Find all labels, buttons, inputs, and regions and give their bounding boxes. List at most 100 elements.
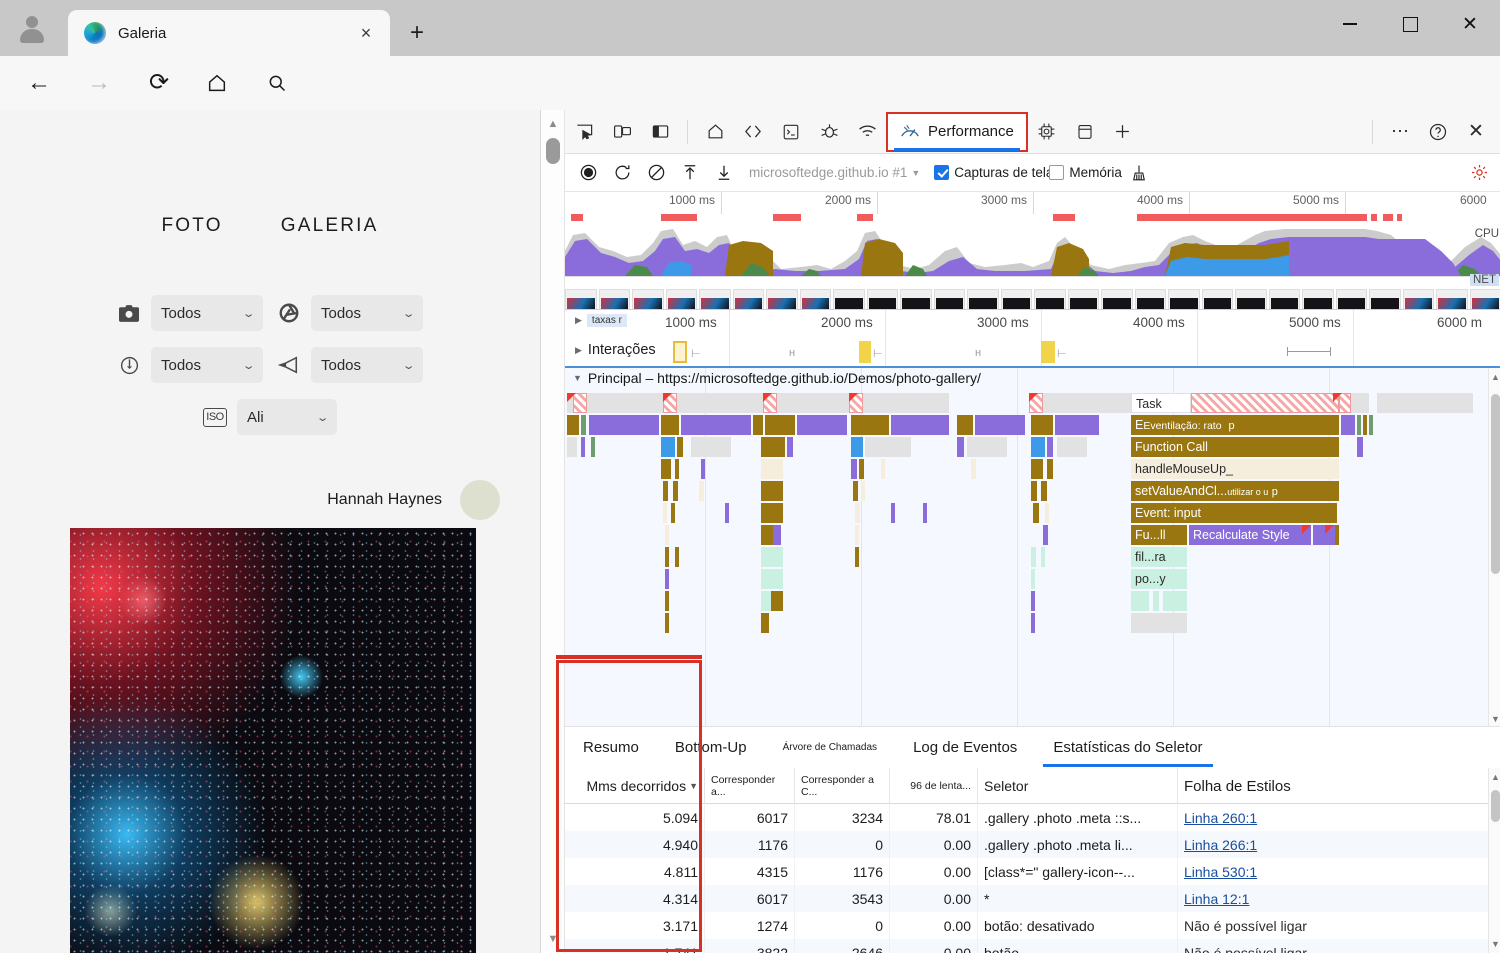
gallery-tab-foto[interactable]: FOTO xyxy=(161,215,223,236)
application-storage-icon[interactable] xyxy=(1066,115,1104,149)
stylesheet-link[interactable]: Linha 530:1 xyxy=(1184,863,1258,880)
memory-toggle[interactable]: Memória xyxy=(1049,165,1122,180)
filter-shutter-select[interactable]: Todos ⌄ xyxy=(151,347,263,383)
table-row[interactable]: 4.940 1176 0 0.00 .gallery .photo .meta li..… xyxy=(565,831,1500,858)
page-scrollbar[interactable]: ▲ ▼ xyxy=(541,110,565,953)
gallery-photo[interactable] xyxy=(70,528,476,953)
table-row[interactable]: 4.314 6017 3543 0.00 * Linha 12:1 xyxy=(565,885,1500,912)
flame-bar-label[interactable]: Recalculate Style xyxy=(1189,525,1311,545)
table-row[interactable]: 1.741 3822 2646 0.00 botão Não é possível lig… xyxy=(565,939,1500,953)
flame-bar-label[interactable]: handleMouseUp_ xyxy=(1131,459,1339,479)
tab-performance[interactable]: Performance xyxy=(886,111,1028,152)
filmstrip-frame[interactable] xyxy=(1101,289,1133,309)
filmstrip-frame[interactable] xyxy=(699,289,731,309)
scroll-up-icon[interactable]: ▲ xyxy=(547,118,559,130)
filmstrip-frame[interactable] xyxy=(833,289,865,309)
clear-recording-button[interactable] xyxy=(639,158,673,188)
forward-button[interactable]: → xyxy=(80,64,118,102)
back-button[interactable]: ← xyxy=(20,64,58,102)
filmstrip-frame[interactable] xyxy=(665,289,697,309)
window-minimize-button[interactable] xyxy=(1320,0,1380,48)
devtools-close-button[interactable]: ✕ xyxy=(1468,121,1484,142)
filmstrip-frame[interactable] xyxy=(1168,289,1200,309)
search-button[interactable] xyxy=(258,64,296,102)
filmstrip-frame[interactable] xyxy=(1402,289,1434,309)
scroll-up-icon[interactable]: ▲ xyxy=(1491,372,1500,382)
scrollbar-thumb[interactable] xyxy=(546,138,560,164)
filmstrip-frame[interactable] xyxy=(799,289,831,309)
load-profile-button[interactable] xyxy=(673,158,707,188)
cell-stylesheet[interactable]: Linha 12:1 xyxy=(1178,885,1488,912)
gallery-tab-galeria[interactable]: GALERIA xyxy=(280,215,379,236)
tab-resumo[interactable]: Resumo xyxy=(583,739,639,756)
inspect-element-icon[interactable] xyxy=(565,115,603,149)
column-header-selector[interactable]: Seletor xyxy=(978,768,1178,804)
filmstrip-frame[interactable] xyxy=(565,289,597,309)
filmstrip-frame[interactable] xyxy=(1067,289,1099,309)
filmstrip-frame[interactable] xyxy=(1469,289,1500,309)
filmstrip-frame[interactable] xyxy=(732,289,764,309)
welcome-home-icon[interactable] xyxy=(696,115,734,149)
flame-bar-label[interactable]: Event: input xyxy=(1131,503,1337,523)
filmstrip-frame[interactable] xyxy=(1235,289,1267,309)
filmstrip-frame[interactable] xyxy=(1034,289,1066,309)
flame-chart-scrollbar[interactable]: ▲ ▼ xyxy=(1488,368,1500,726)
screenshots-toggle[interactable]: Capturas de tela xyxy=(934,165,1053,180)
profile-button[interactable] xyxy=(6,6,58,50)
scrollbar-thumb[interactable] xyxy=(1491,790,1500,822)
new-tab-button[interactable]: + xyxy=(409,19,424,46)
column-header-elapsed[interactable]: Mms decorridos ▼ xyxy=(565,768,705,804)
column-header-slow-pct[interactable]: 96 de lenta... xyxy=(890,768,978,804)
sources-debug-icon[interactable] xyxy=(810,115,848,149)
column-header-stylesheet[interactable]: Folha de Estilos xyxy=(1184,777,1291,795)
filmstrip-frame[interactable] xyxy=(900,289,932,309)
flame-bar-label[interactable]: EEventilação: rato p xyxy=(1131,415,1339,435)
tab-close-icon[interactable]: × xyxy=(360,22,372,43)
filmstrip-frame[interactable] xyxy=(967,289,999,309)
table-scrollbar[interactable]: ▲ ▼ xyxy=(1488,768,1500,953)
reload-button[interactable]: ⟳ xyxy=(140,64,178,102)
table-row[interactable]: 4.811 4315 1176 0.00 [class*=" gallery-icon-… xyxy=(565,858,1500,885)
cell-stylesheet[interactable]: Linha 260:1 xyxy=(1178,804,1488,831)
stylesheet-link[interactable]: Linha 266:1 xyxy=(1184,836,1258,853)
cell-stylesheet[interactable]: Linha 530:1 xyxy=(1178,858,1488,885)
frame-rates-track-header[interactable]: ▶ taxas r xyxy=(575,314,627,327)
interactions-label-group[interactable]: ▶ Interações xyxy=(575,342,656,358)
network-icon[interactable] xyxy=(848,115,886,149)
devtools-more-button[interactable]: ⋯ xyxy=(1391,121,1409,141)
filmstrip-frame[interactable] xyxy=(1302,289,1334,309)
filmstrip-frame[interactable] xyxy=(866,289,898,309)
interaction-marker[interactable] xyxy=(1041,341,1055,363)
timeline-overview[interactable]: 1000 ms 2000 ms 3000 ms 4000 ms 5000 ms … xyxy=(565,192,1500,310)
filter-aperture-select[interactable]: Todos ⌄ xyxy=(311,295,423,331)
scroll-down-icon[interactable]: ▼ xyxy=(1491,939,1500,949)
add-panel-icon[interactable] xyxy=(1104,115,1142,149)
filmstrip-frame[interactable] xyxy=(598,289,630,309)
main-track-header[interactable]: ▼ Principal – https://microsoftedge.gith… xyxy=(573,370,981,386)
record-button[interactable] xyxy=(571,158,605,188)
filmstrip-frame[interactable] xyxy=(1000,289,1032,309)
interaction-marker[interactable] xyxy=(673,341,687,363)
scroll-down-icon[interactable]: ▼ xyxy=(1491,714,1500,724)
collect-garbage-button[interactable] xyxy=(1122,158,1156,188)
flame-bar-label[interactable]: Function Call xyxy=(1131,437,1339,457)
scrollbar-thumb[interactable] xyxy=(1491,394,1500,574)
column-header-match-count[interactable]: Corresponder a C... xyxy=(795,768,890,804)
window-close-button[interactable]: ✕ xyxy=(1462,13,1478,35)
elements-code-icon[interactable] xyxy=(734,115,772,149)
filmstrip-frame[interactable] xyxy=(1335,289,1367,309)
home-button[interactable] xyxy=(198,64,236,102)
flame-bar-label[interactable]: fil...ra xyxy=(1131,547,1187,567)
browser-tab-galeria[interactable]: Galeria × xyxy=(68,10,390,56)
flame-bar-label[interactable]: setValueAndCl...utilizar o u p xyxy=(1131,481,1339,501)
flame-bar-label[interactable]: Fu...ll xyxy=(1131,525,1187,545)
scroll-down-icon[interactable]: ▼ xyxy=(547,933,559,945)
tab-estatisticas-do-seletor[interactable]: Estatísticas do Seletor xyxy=(1035,726,1221,769)
filter-iso-select[interactable]: Ali ⌄ xyxy=(237,399,337,435)
filter-camera-select[interactable]: Todos ⌄ xyxy=(151,295,263,331)
tab-bottom-up[interactable]: Bottom-Up xyxy=(674,739,747,756)
filmstrip-frame[interactable] xyxy=(933,289,965,309)
filmstrip-frame[interactable] xyxy=(632,289,664,309)
screenshots-checkbox[interactable] xyxy=(934,165,950,180)
console-icon[interactable] xyxy=(772,115,810,149)
